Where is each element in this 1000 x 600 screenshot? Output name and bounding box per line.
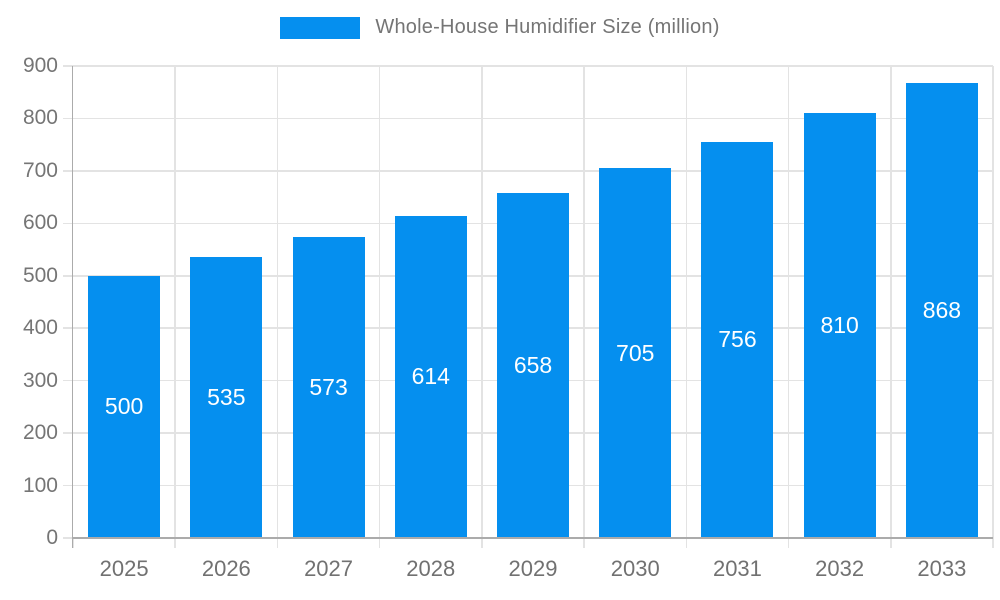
bar-value-label: 614 [411,363,450,390]
y-tick [63,432,73,434]
x-axis-tick-label: 2029 [508,556,558,581]
v-gridline [481,66,483,538]
x-axis-line [73,537,993,539]
x-tick [276,538,279,548]
x-tick [992,538,994,548]
y-axis-tick-label: 600 [22,211,58,235]
bar-2033: 868 [905,82,978,538]
bar-2025: 500 [88,275,161,538]
v-gridline [378,66,381,538]
x-axis-tick-label: 2033 [917,556,967,581]
bar-value-label: 705 [616,339,655,366]
v-gridline [992,66,994,538]
x-axis-tick-label: 2030 [610,556,660,581]
y-tick [63,170,73,172]
v-gridline [685,66,688,538]
v-gridline [583,66,585,538]
y-tick [63,327,73,329]
bar-value-label: 756 [718,326,757,353]
h-gridline [73,170,993,172]
h-gridline [73,117,993,120]
bar-value-label: 658 [513,351,553,378]
x-tick [890,538,892,548]
x-tick [174,538,176,548]
v-gridline [174,66,176,538]
x-axis-tick-label: 2031 [712,556,762,581]
y-tick [63,275,73,277]
x-tick [378,538,381,548]
bar-2029: 658 [497,192,569,538]
y-axis-tick-label: 400 [22,316,58,340]
x-tick [481,538,483,548]
x-axis-tick-label: 2032 [815,556,865,581]
y-tick [63,537,73,539]
x-tick [787,538,790,548]
bar-value-label: 868 [922,296,962,323]
bar-2028: 614 [394,215,467,538]
bar-2026: 535 [190,257,263,538]
y-tick [63,379,73,382]
v-gridline [890,66,892,538]
y-tick [63,117,73,120]
chart-legend-item[interactable]: Whole-House Humidifier Size (million) [0,16,1000,39]
y-axis-tick-label: 0 [46,526,58,549]
v-gridline [276,66,279,538]
y-tick [63,484,73,487]
y-axis-tick-label: 500 [22,263,58,287]
v-gridline [787,66,790,538]
y-axis-tick-label: 900 [22,54,58,77]
y-axis-tick-label: 800 [22,106,58,130]
y-axis-tick-label: 200 [22,421,58,445]
y-axis-line [71,66,73,548]
bar-2027: 573 [292,237,365,538]
y-axis-tick-label: 300 [22,368,58,392]
bar-2030: 705 [599,168,672,538]
bar-value-label: 573 [309,374,348,401]
y-axis-tick-label: 100 [22,473,58,497]
bar-2032: 810 [803,113,876,538]
x-tick [583,538,585,548]
bar-value-label: 535 [207,384,246,411]
y-axis-tick-label: 700 [22,158,58,182]
legend-swatch [280,16,361,39]
bar-2031: 756 [701,141,774,538]
x-axis-tick-label: 2028 [406,556,456,581]
bar-value-label: 500 [104,393,144,420]
bar-value-label: 810 [820,312,859,339]
x-tick [72,538,74,548]
y-tick [63,222,73,225]
x-tick [685,538,688,548]
x-axis-tick-label: 2025 [99,556,149,581]
legend-label: Whole-House Humidifier Size (million) [375,16,720,38]
x-axis-tick-label: 2027 [304,556,354,581]
x-axis-tick-label: 2026 [201,556,251,581]
y-tick [63,65,73,67]
h-gridline [73,65,993,67]
